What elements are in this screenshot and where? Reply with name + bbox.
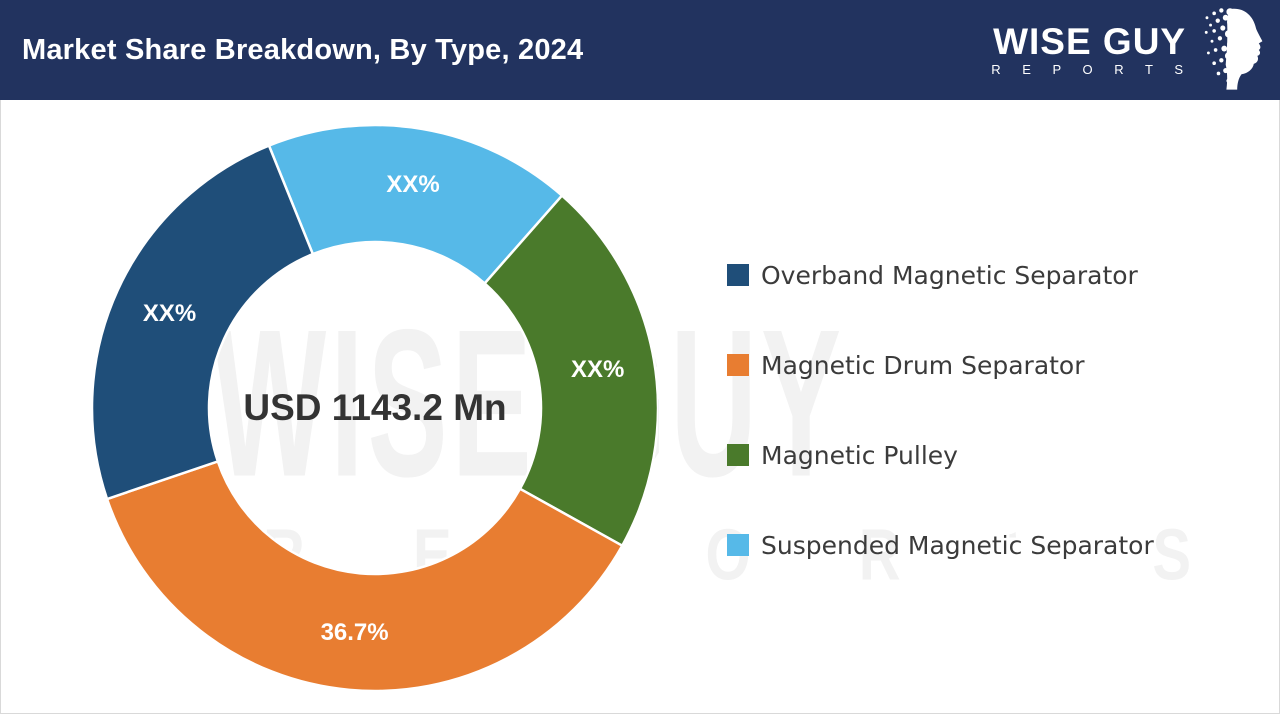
legend-item-pulley: Magnetic Pulley: [727, 410, 1154, 500]
dotted-face-logo-icon: [1204, 8, 1263, 90]
donut-segment-2: [482, 193, 658, 548]
brand-name: WISE GUY: [993, 20, 1187, 62]
donut-segment-1: [105, 459, 624, 691]
chart-legend: Overband Magnetic Separator Magnetic Dru…: [727, 230, 1154, 590]
legend-item-overband: Overband Magnetic Separator: [727, 230, 1154, 320]
header-bar: Market Share Breakdown, By Type, 2024 WI…: [0, 0, 1280, 100]
segment-value-label: XX%: [386, 171, 440, 199]
donut-segment-0: [92, 143, 315, 501]
donut-chart-svg: [92, 125, 658, 691]
legend-item-suspended: Suspended Magnetic Separator: [727, 500, 1154, 590]
legend-swatch-drum: [727, 354, 749, 376]
donut-chart: USD 1143.2 Mn XX% XX% 36.7% XX%: [92, 125, 658, 691]
brand-logo-text: WISE GUY R E P O R T S: [987, 20, 1192, 78]
legend-label: Magnetic Pulley: [761, 440, 958, 470]
segment-value-label: 36.7%: [320, 619, 389, 647]
segment-value-label: XX%: [571, 355, 625, 383]
brand-subtitle: R E P O R T S: [991, 62, 1192, 78]
segment-value-label: XX%: [142, 299, 197, 327]
legend-label: Suspended Magnetic Separator: [761, 530, 1154, 560]
page-title: Market Share Breakdown, By Type, 2024: [22, 33, 584, 66]
legend-swatch-pulley: [727, 444, 749, 466]
legend-item-drum: Magnetic Drum Separator: [727, 320, 1154, 410]
donut-segment-3: [267, 125, 564, 286]
legend-label: Overband Magnetic Separator: [761, 260, 1138, 290]
chart-center-value: USD 1143.2 Mn: [243, 387, 507, 428]
legend-swatch-suspended: [727, 534, 749, 556]
brand-logo: WISE GUY R E P O R T S: [987, 4, 1266, 96]
legend-swatch-overband: [727, 264, 749, 286]
legend-label: Magnetic Drum Separator: [761, 350, 1085, 380]
